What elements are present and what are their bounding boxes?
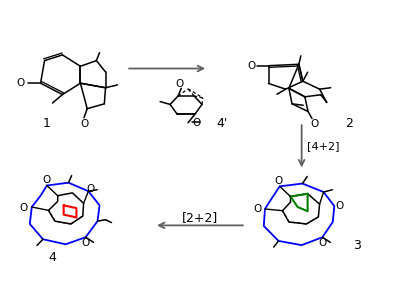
Text: [2+2]: [2+2] [182, 211, 218, 224]
Text: 2: 2 [346, 117, 354, 130]
Text: O: O [248, 61, 256, 71]
Text: 3: 3 [354, 239, 361, 252]
Text: 1: 1 [42, 117, 50, 130]
Text: 4': 4' [216, 117, 228, 130]
Text: O: O [80, 119, 88, 129]
Text: O: O [87, 184, 95, 194]
Text: O: O [318, 238, 326, 248]
Text: O: O [310, 119, 318, 129]
Text: O: O [16, 78, 25, 88]
Text: O: O [274, 176, 283, 186]
Text: O: O [43, 175, 51, 185]
Text: O: O [335, 201, 344, 211]
Text: O: O [254, 204, 262, 214]
Text: O: O [20, 202, 28, 212]
Text: O: O [175, 79, 183, 89]
Text: 4: 4 [48, 251, 56, 264]
Text: O: O [82, 238, 90, 248]
Text: [4+2]: [4+2] [307, 141, 339, 151]
Text: O: O [193, 118, 201, 128]
